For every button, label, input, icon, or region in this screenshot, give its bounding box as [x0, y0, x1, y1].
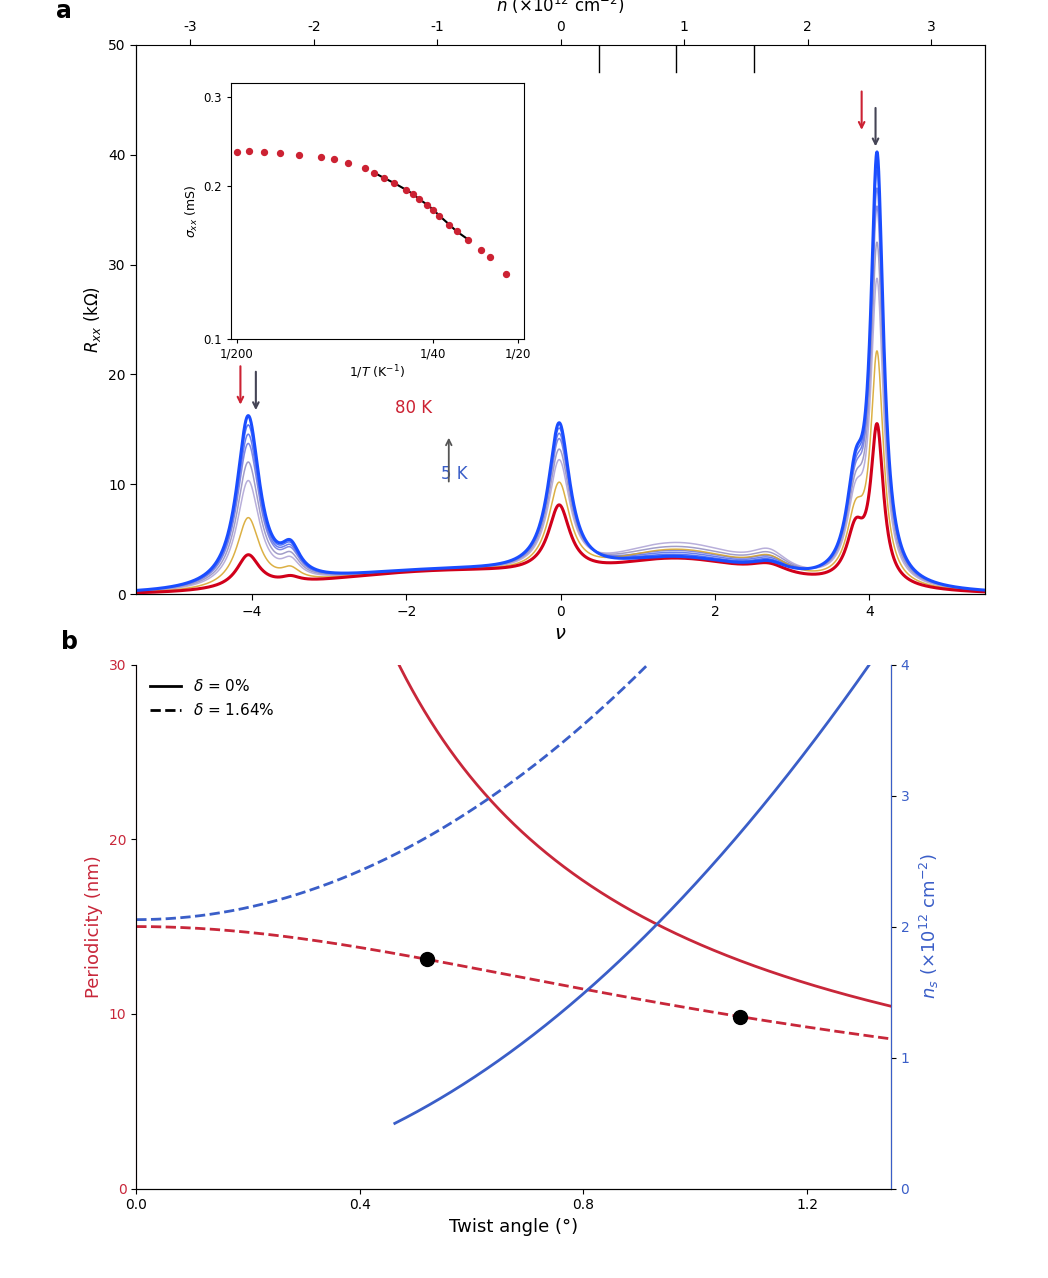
Text: 5 K: 5 K [441, 465, 467, 483]
Point [424, 199, 441, 220]
Y-axis label: $R_{xx}$ (k$\Omega$): $R_{xx}$ (k$\Omega$) [82, 286, 103, 353]
X-axis label: $\nu$: $\nu$ [554, 624, 567, 643]
Point [290, 144, 307, 165]
X-axis label: 1/$T$ (K$^{-1}$): 1/$T$ (K$^{-1}$) [349, 363, 406, 381]
Point [473, 239, 489, 259]
X-axis label: Twist angle (°): Twist angle (°) [449, 1218, 578, 1236]
Point [405, 184, 421, 204]
X-axis label: $n$ ($\times$10$^{12}$ cm$^{-2}$): $n$ ($\times$10$^{12}$ cm$^{-2}$) [497, 0, 625, 17]
Point [340, 153, 356, 174]
Point [375, 167, 392, 188]
Point [366, 162, 383, 183]
Point [498, 265, 515, 285]
Point [386, 173, 402, 193]
Text: 80 K: 80 K [395, 399, 432, 417]
Point [326, 150, 343, 170]
Y-axis label: $n_s$ ($\times$10$^{12}$ cm$^{-2}$): $n_s$ ($\times$10$^{12}$ cm$^{-2}$) [918, 854, 941, 999]
Point [397, 179, 414, 199]
Point [419, 194, 436, 215]
Text: b: b [61, 630, 78, 654]
Point [482, 247, 499, 267]
Point [256, 142, 272, 162]
Point [271, 143, 288, 164]
Y-axis label: Periodicity (nm): Periodicity (nm) [85, 855, 104, 998]
Point [460, 229, 477, 249]
Legend: $\delta$ = 0%, $\delta$ = 1.64%: $\delta$ = 0%, $\delta$ = 1.64% [144, 672, 281, 725]
Point [356, 158, 373, 179]
Point [241, 141, 258, 161]
Point [431, 206, 447, 226]
Text: a: a [56, 0, 71, 23]
Y-axis label: $\sigma_{xx}$ (mS): $\sigma_{xx}$ (mS) [184, 184, 200, 238]
Point [312, 147, 329, 167]
Point [449, 221, 465, 242]
Point [441, 215, 458, 235]
Point [228, 142, 245, 162]
Point [411, 189, 428, 210]
